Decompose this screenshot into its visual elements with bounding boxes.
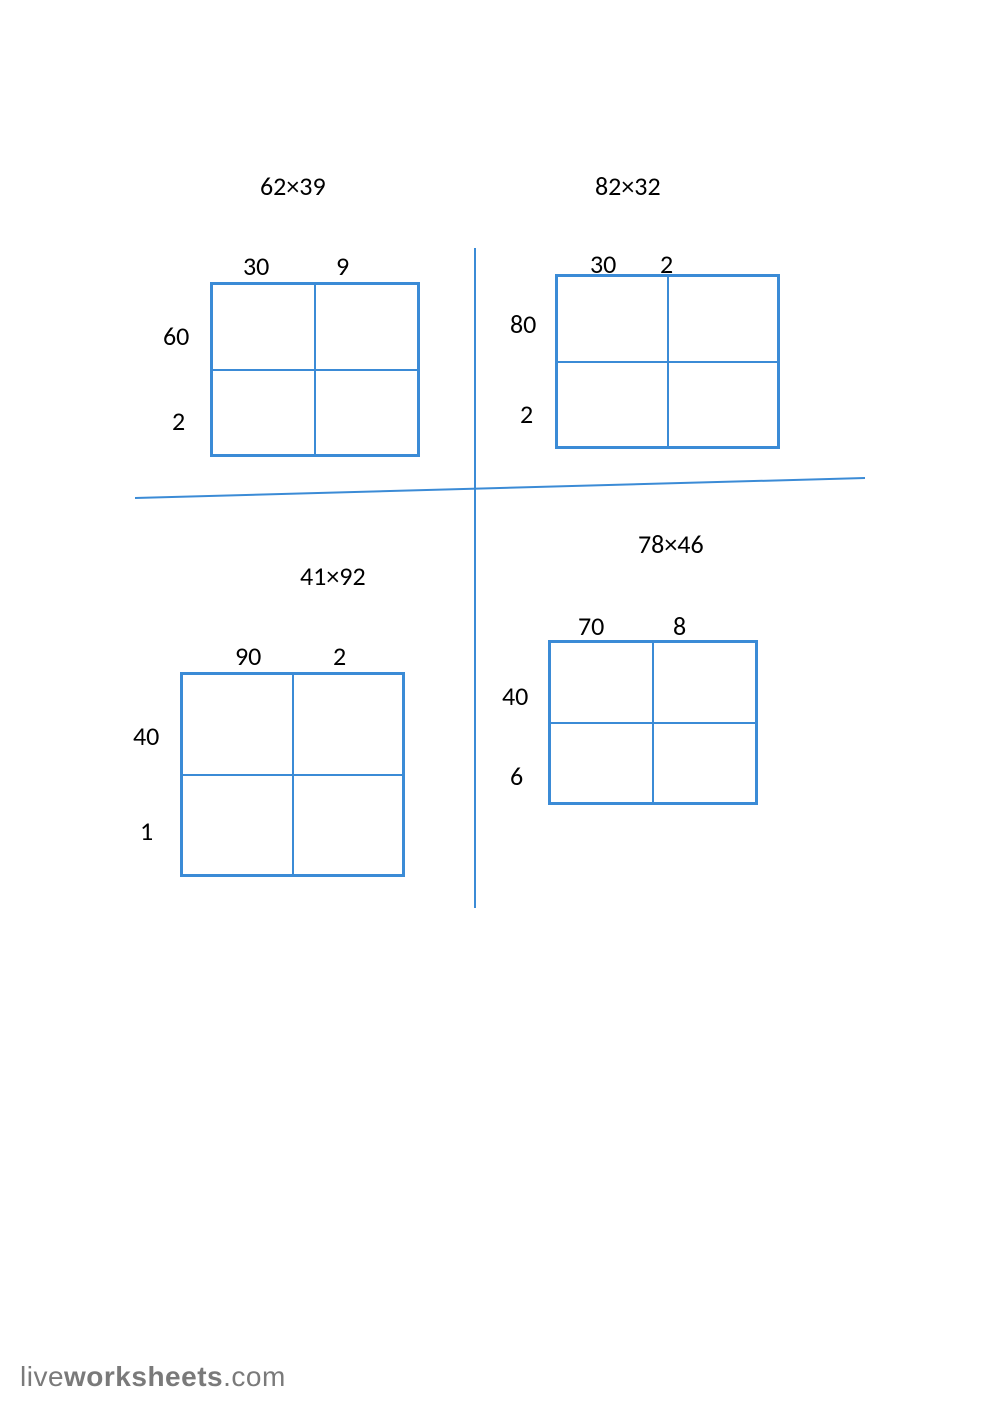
problem-4-grid [548, 640, 758, 805]
problem-1-cell-br[interactable] [315, 370, 418, 456]
problem-3-title: 41×92 [300, 560, 366, 592]
problem-4-cell-tr[interactable] [653, 642, 756, 723]
problem-3-side-top: 40 [133, 720, 159, 752]
watermark-prefix: live [20, 1361, 64, 1392]
problem-1-side-bottom: 2 [172, 405, 185, 437]
problem-1-title: 62×39 [260, 170, 326, 202]
problem-3-cell-bl[interactable] [182, 775, 293, 876]
problem-2-side-bottom: 2 [520, 398, 533, 430]
problem-1-top-left: 30 [243, 250, 269, 282]
problem-4-title: 78×46 [638, 528, 704, 560]
problem-3-top-right: 2 [333, 640, 346, 672]
problem-4-top-right: 8 [673, 610, 686, 642]
divider-horizontal [135, 478, 865, 498]
problem-3-cell-tr[interactable] [293, 674, 404, 775]
problem-4-cell-bl[interactable] [550, 723, 653, 804]
problem-1-cell-tl[interactable] [212, 284, 315, 370]
problem-1-grid [210, 282, 420, 457]
problem-3-top-left: 90 [235, 640, 261, 672]
problem-4-cell-br[interactable] [653, 723, 756, 804]
problem-1-cell-bl[interactable] [212, 370, 315, 456]
watermark-suffix: .com [223, 1361, 286, 1392]
problem-3-grid [180, 672, 405, 877]
problem-4-side-bottom: 6 [510, 760, 523, 792]
watermark: liveworksheets.com [20, 1361, 286, 1393]
problem-1-top-right: 9 [336, 250, 349, 282]
problem-2-cell-br[interactable] [668, 362, 779, 448]
problem-2-grid [555, 274, 780, 449]
problem-1-cell-tr[interactable] [315, 284, 418, 370]
problem-2-side-top: 80 [510, 308, 536, 340]
problem-3-cell-br[interactable] [293, 775, 404, 876]
problem-4-side-top: 40 [502, 680, 528, 712]
problem-2-title: 82×32 [595, 170, 661, 202]
problem-4-cell-tl[interactable] [550, 642, 653, 723]
divider-lines [0, 0, 1000, 1411]
watermark-bold: worksheets [64, 1361, 223, 1392]
problem-3-cell-tl[interactable] [182, 674, 293, 775]
worksheet-page: 62×39 30 9 60 2 82×32 30 2 80 2 41×92 90… [0, 0, 1000, 1411]
problem-2-cell-tl[interactable] [557, 276, 668, 362]
problem-2-cell-tr[interactable] [668, 276, 779, 362]
problem-4-top-left: 70 [578, 610, 604, 642]
problem-3-side-bottom: 1 [140, 815, 153, 847]
problem-2-cell-bl[interactable] [557, 362, 668, 448]
problem-1-side-top: 60 [163, 320, 189, 352]
